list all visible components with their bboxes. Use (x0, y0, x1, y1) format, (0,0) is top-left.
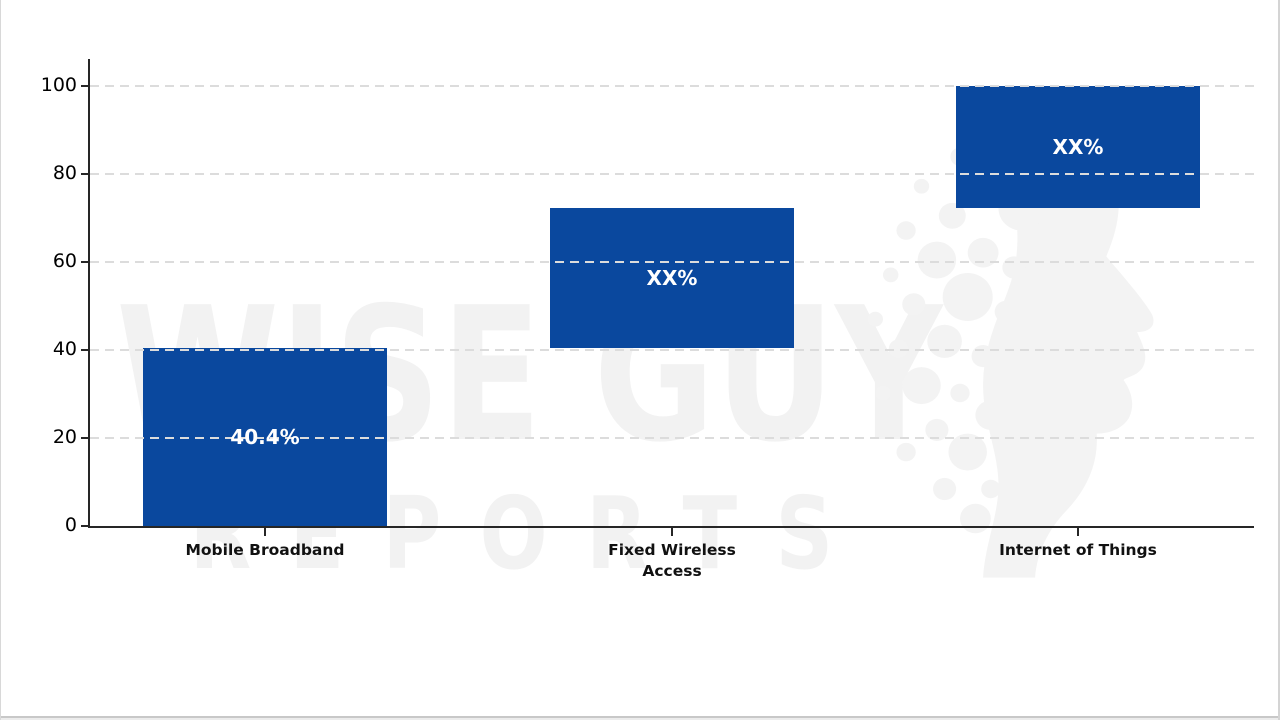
y-axis-line (88, 59, 90, 528)
y-tick-label-0: 0 (64, 514, 77, 536)
y-tick-label-80: 80 (52, 162, 77, 184)
x-tick-0 (264, 528, 266, 536)
y-tick-label-40: 40 (52, 338, 77, 360)
bar-value-label-1: XX% (646, 266, 698, 291)
bar-value-label-0: 40.4% (230, 425, 300, 450)
y-tick-100 (81, 85, 89, 87)
x-axis-label-1: Fixed Wireless Access (608, 541, 736, 580)
y-tick-label-100: 100 (40, 74, 77, 96)
gridline-40 (90, 349, 1254, 351)
bottom-border (1, 716, 1278, 718)
y-tick-label-20: 20 (52, 426, 77, 448)
y-tick-label-60: 60 (52, 250, 77, 272)
bar-1 (550, 207, 794, 349)
y-tick-60 (81, 261, 89, 263)
x-axis-line (88, 526, 1254, 528)
x-axis-label-0: Mobile Broadband (185, 541, 345, 559)
x-tick-1 (671, 528, 673, 536)
gridline-60 (90, 261, 1254, 263)
y-tick-80 (81, 173, 89, 175)
x-axis-label-2: Internet of Things (999, 541, 1157, 559)
chart-area: WISE GUY REPORTS 0 20 40 60 80 100 40.4% XX% XX%… (1, 0, 1278, 615)
bar-2 (956, 86, 1200, 208)
bar-value-label-2: XX% (1052, 134, 1104, 159)
y-tick-0 (81, 525, 89, 527)
gridline-80 (90, 173, 1254, 175)
bottom-strip (1, 718, 1278, 720)
y-tick-40 (81, 349, 89, 351)
x-tick-2 (1077, 528, 1079, 536)
gridline-20 (90, 437, 1254, 439)
y-tick-20 (81, 437, 89, 439)
gridline-100 (90, 85, 1254, 87)
